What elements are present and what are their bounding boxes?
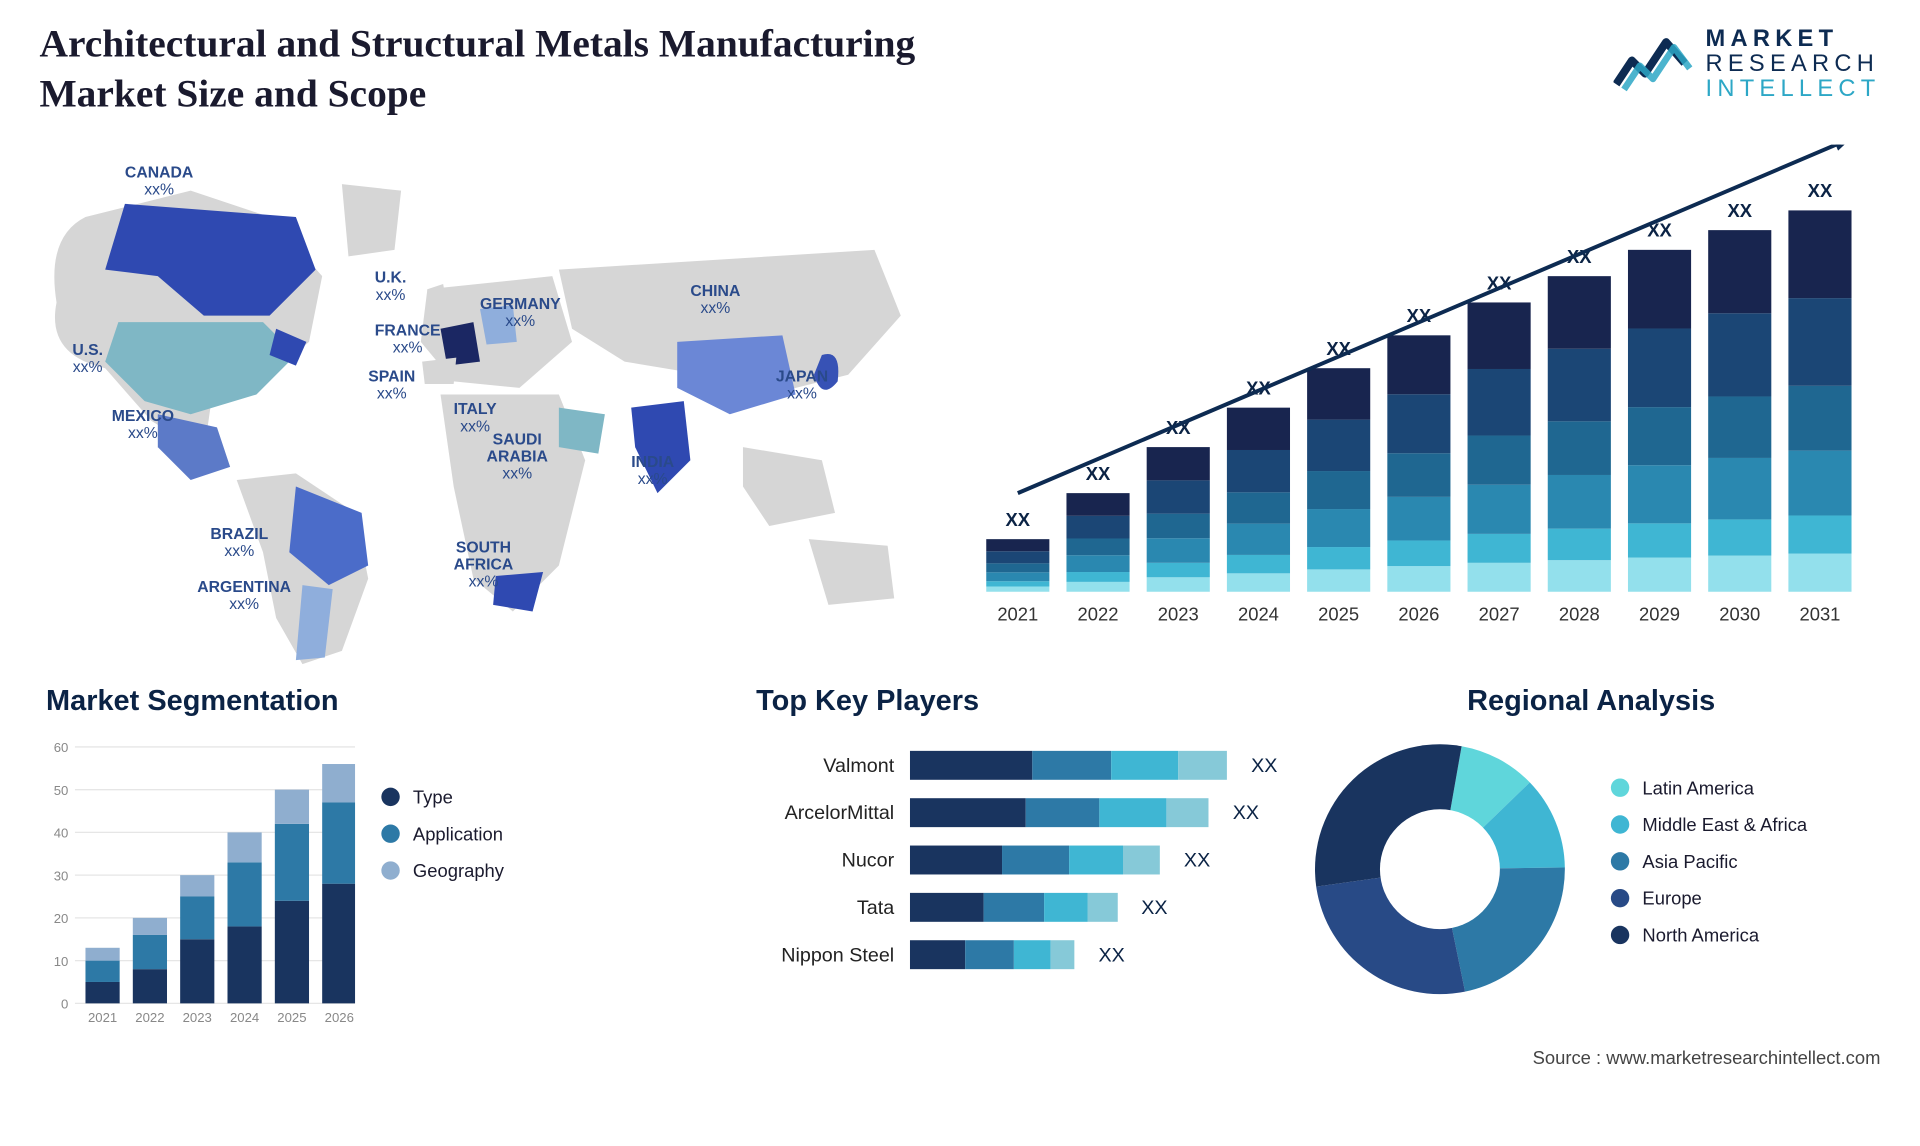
legend-item: North America	[1611, 924, 1807, 945]
player-row: ArcelorMittal XX	[756, 798, 1282, 827]
legend-item: Application	[381, 823, 504, 844]
legend-item: Type	[381, 786, 504, 807]
logo-line2: RESEARCH	[1706, 51, 1881, 76]
player-value: XX	[1233, 801, 1259, 823]
map-label: CHINAxx%	[690, 283, 740, 318]
map-label: U.K.xx%	[375, 270, 407, 305]
svg-text:2024: 2024	[1238, 604, 1279, 625]
logo-line3: INTELLECT	[1706, 76, 1881, 101]
player-name: Valmont	[756, 754, 894, 776]
logo-mark-icon	[1613, 32, 1692, 95]
players-section: Top Key Players Valmont XX ArcelorMittal XX…	[756, 684, 1282, 1039]
players-title: Top Key Players	[756, 684, 1282, 718]
svg-text:2026: 2026	[1398, 604, 1439, 625]
map-label: CANADAxx%	[125, 164, 193, 199]
map-label: SOUTHAFRICAxx%	[454, 539, 514, 591]
svg-text:10: 10	[54, 954, 69, 969]
logo-line1: MARKET	[1706, 26, 1881, 51]
svg-text:2029: 2029	[1639, 604, 1680, 625]
player-name: Nucor	[756, 849, 894, 871]
svg-text:XX: XX	[1727, 200, 1752, 221]
svg-text:2026: 2026	[325, 1010, 354, 1025]
player-value: XX	[1098, 944, 1124, 966]
source-text: Source : www.marketresearchintellect.com	[1533, 1047, 1881, 1068]
player-name: Nippon Steel	[756, 944, 894, 966]
svg-text:2024: 2024	[230, 1010, 259, 1025]
page-title: Architectural and Structural Metals Manu…	[39, 20, 1038, 119]
player-row: Valmont XX	[756, 751, 1282, 780]
player-row: Nucor XX	[756, 846, 1282, 875]
player-name: ArcelorMittal	[756, 801, 894, 823]
svg-text:2022: 2022	[1078, 604, 1119, 625]
svg-text:XX: XX	[1086, 463, 1111, 484]
map-label: FRANCExx%	[375, 322, 441, 357]
svg-text:2025: 2025	[1318, 604, 1359, 625]
svg-text:2023: 2023	[183, 1010, 212, 1025]
svg-text:2023: 2023	[1158, 604, 1199, 625]
segmentation-section: Market Segmentation 0 10 20 30 40 50 60 2021 202…	[46, 684, 611, 1039]
regional-title: Regional Analysis	[1302, 684, 1881, 718]
player-name: Tata	[756, 896, 894, 918]
segmentation-chart: 0 10 20 30 40 50 60 2021 2022 2023 2024 2025 2026	[46, 734, 355, 1030]
legend-item: Geography	[381, 860, 504, 881]
map-label: INDIAxx%	[631, 454, 674, 489]
svg-text:2021: 2021	[997, 604, 1038, 625]
legend-item: Asia Pacific	[1611, 851, 1807, 872]
svg-text:60: 60	[54, 740, 69, 755]
svg-text:XX: XX	[1808, 180, 1833, 201]
legend-item: Latin America	[1611, 777, 1807, 798]
map-label: GERMANYxx%	[480, 296, 561, 331]
player-value: XX	[1251, 754, 1277, 776]
growth-chart: XX2021XX2022XX2023XX2024XX2025XX2026XX20…	[973, 145, 1867, 645]
player-value: XX	[1141, 896, 1167, 918]
map-label: JAPANxx%	[776, 368, 828, 403]
map-label: SPAINxx%	[368, 368, 415, 403]
svg-text:30: 30	[54, 868, 69, 883]
svg-text:2021: 2021	[88, 1010, 117, 1025]
player-row: Tata XX	[756, 893, 1282, 922]
svg-text:40: 40	[54, 826, 69, 841]
svg-text:2022: 2022	[135, 1010, 164, 1025]
legend-item: Europe	[1611, 888, 1807, 909]
map-label: SAUDIARABIAxx%	[487, 431, 548, 483]
legend-item: Middle East & Africa	[1611, 814, 1807, 835]
regional-legend: Latin America Middle East & Africa Asia Pa…	[1611, 777, 1807, 961]
svg-text:XX: XX	[1006, 509, 1031, 530]
map-label: U.S.xx%	[72, 342, 103, 377]
map-label: MEXICOxx%	[112, 408, 174, 443]
map-label: ARGENTINAxx%	[197, 579, 291, 614]
svg-text:2027: 2027	[1479, 604, 1520, 625]
svg-text:50: 50	[54, 783, 69, 798]
svg-text:2025: 2025	[277, 1010, 306, 1025]
svg-text:0: 0	[61, 997, 68, 1012]
svg-text:2028: 2028	[1559, 604, 1600, 625]
segmentation-title: Market Segmentation	[46, 684, 611, 718]
svg-text:2030: 2030	[1719, 604, 1760, 625]
svg-text:2031: 2031	[1799, 604, 1840, 625]
regional-section: Regional Analysis Latin America Middle Ea…	[1302, 684, 1881, 1039]
world-map: CANADAxx% U.S.xx% MEXICOxx% BRAZILxx% ARGENT…	[33, 145, 954, 671]
player-row: Nippon Steel XX	[756, 940, 1282, 969]
segmentation-legend: Type Application Geography	[381, 734, 504, 1030]
brand-logo: MARKET RESEARCH INTELLECT	[1613, 26, 1880, 101]
player-value: XX	[1184, 849, 1210, 871]
svg-text:20: 20	[54, 911, 69, 926]
map-label: BRAZILxx%	[210, 526, 268, 561]
regional-donut	[1302, 731, 1578, 1007]
